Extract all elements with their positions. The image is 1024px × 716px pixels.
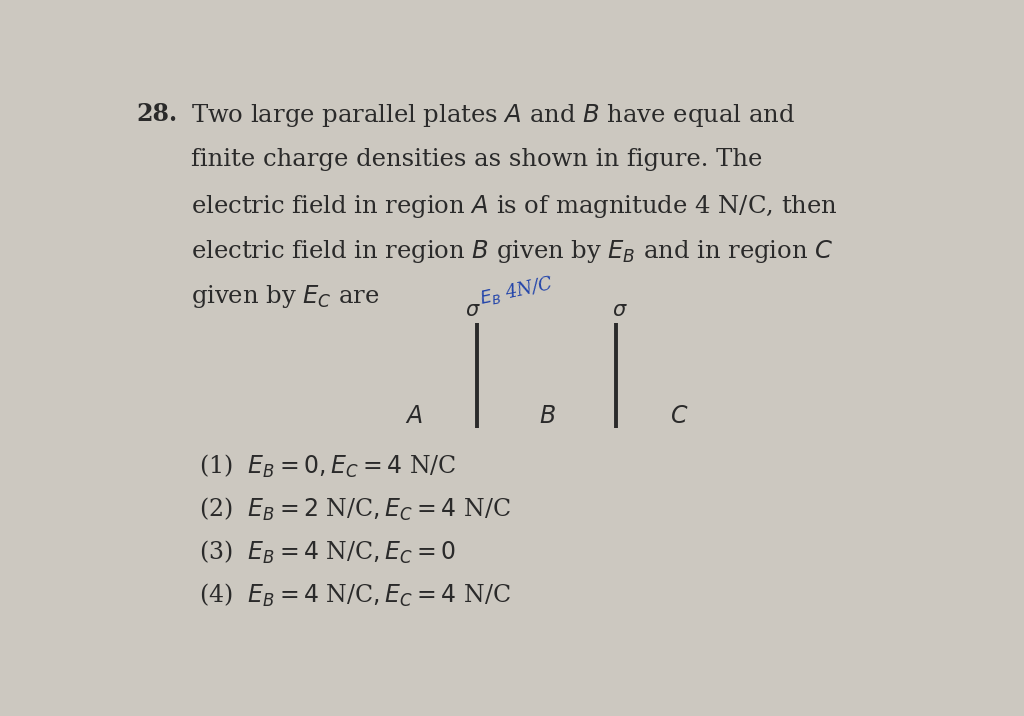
Text: $A$: $A$ <box>404 405 423 428</box>
Text: electric field in region $B$ given by $E_B$ and in region $C$: electric field in region $B$ given by $E… <box>191 238 834 265</box>
Text: (3)  $E_B = 4$ N/C$, E_C = 0$: (3) $E_B = 4$ N/C$, E_C = 0$ <box>200 538 457 566</box>
Text: $\sigma$: $\sigma$ <box>612 301 628 320</box>
Text: 28.: 28. <box>136 102 177 127</box>
Text: (4)  $E_B = 4$ N/C$, E_C = 4$ N/C: (4) $E_B = 4$ N/C$, E_C = 4$ N/C <box>200 581 511 609</box>
Text: (2)  $E_B = 2$ N/C$, E_C = 4$ N/C: (2) $E_B = 2$ N/C$, E_C = 4$ N/C <box>200 495 511 523</box>
Text: finite charge densities as shown in figure. The: finite charge densities as shown in figu… <box>191 147 763 170</box>
Text: electric field in region $A$ is of magnitude 4 N/C, then: electric field in region $A$ is of magni… <box>191 193 839 220</box>
Text: given by $E_C$ are: given by $E_C$ are <box>191 284 380 310</box>
Text: $\sigma$: $\sigma$ <box>465 301 481 320</box>
Text: $E_B$ 4N/C: $E_B$ 4N/C <box>477 273 555 309</box>
Text: Two large parallel plates $A$ and $B$ have equal and: Two large parallel plates $A$ and $B$ ha… <box>191 102 796 130</box>
Text: $C$: $C$ <box>671 405 689 428</box>
Text: $B$: $B$ <box>539 405 555 428</box>
Text: (1)  $E_B = 0, E_C = 4$ N/C: (1) $E_B = 0, E_C = 4$ N/C <box>200 453 457 480</box>
